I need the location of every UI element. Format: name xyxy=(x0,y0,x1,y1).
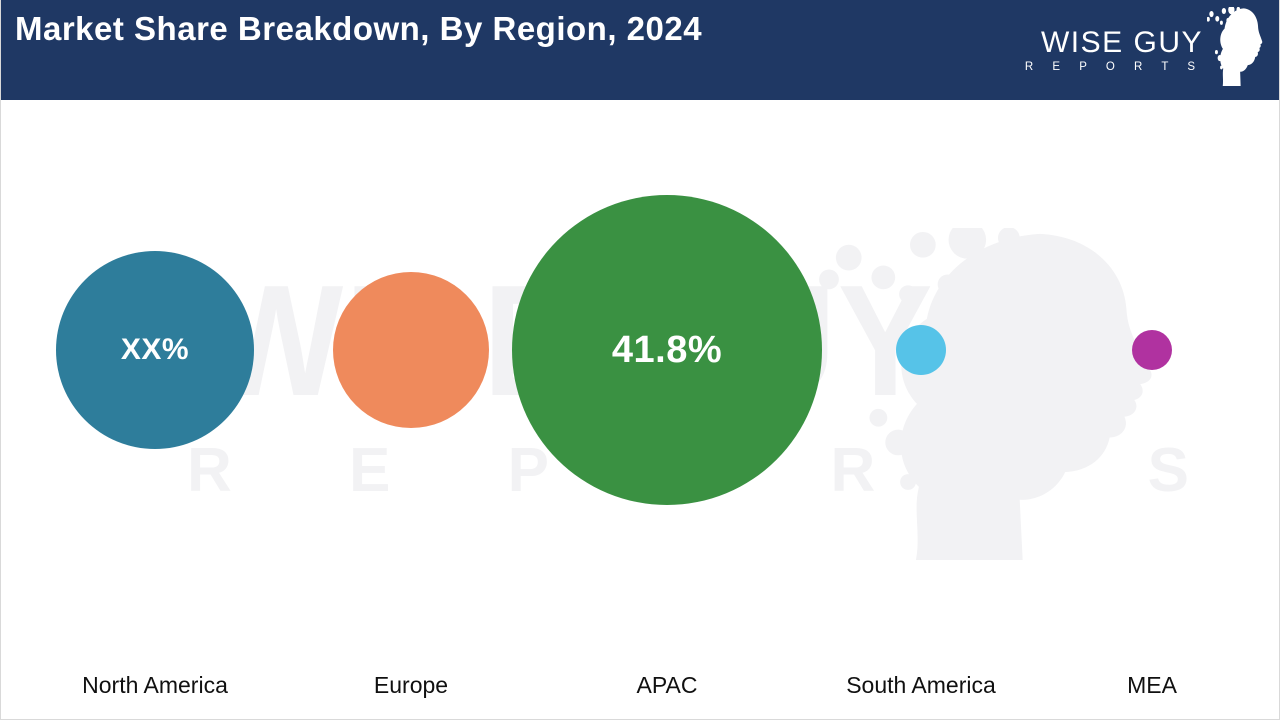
category-label-europe: Europe xyxy=(373,672,449,698)
bubble-mea xyxy=(1132,330,1172,370)
wiseguy-face-icon xyxy=(1207,7,1263,87)
category-label-mea: MEA xyxy=(1127,672,1177,698)
wiseguy-logo: WISE GUY R E P O R T S xyxy=(1025,7,1265,87)
bubble-value-apac: 41.8% xyxy=(611,328,723,371)
logo-wordmark: WISE GUY R E P O R T S xyxy=(1025,27,1203,73)
header-bar: Market Share Breakdown, By Region, 2024 … xyxy=(1,0,1279,100)
category-label-north-america: North America xyxy=(82,672,228,698)
bubble-apac: 41.8% xyxy=(512,195,822,505)
bubble-europe xyxy=(333,272,489,428)
logo-wordmark-line2: R E P O R T S xyxy=(1024,60,1203,73)
bubble-south-america xyxy=(896,325,946,375)
bubble-value-north-america: XX% xyxy=(120,333,190,366)
logo-wordmark-line1: WISE GUY xyxy=(1040,26,1203,60)
bubble-north-america: XX% xyxy=(56,251,254,449)
category-label-apac: APAC xyxy=(636,672,698,698)
watermark-face-icon xyxy=(819,228,1152,561)
chart-title: Market Share Breakdown, By Region, 2024 xyxy=(15,10,703,47)
category-label-south-america: South America xyxy=(846,672,996,698)
